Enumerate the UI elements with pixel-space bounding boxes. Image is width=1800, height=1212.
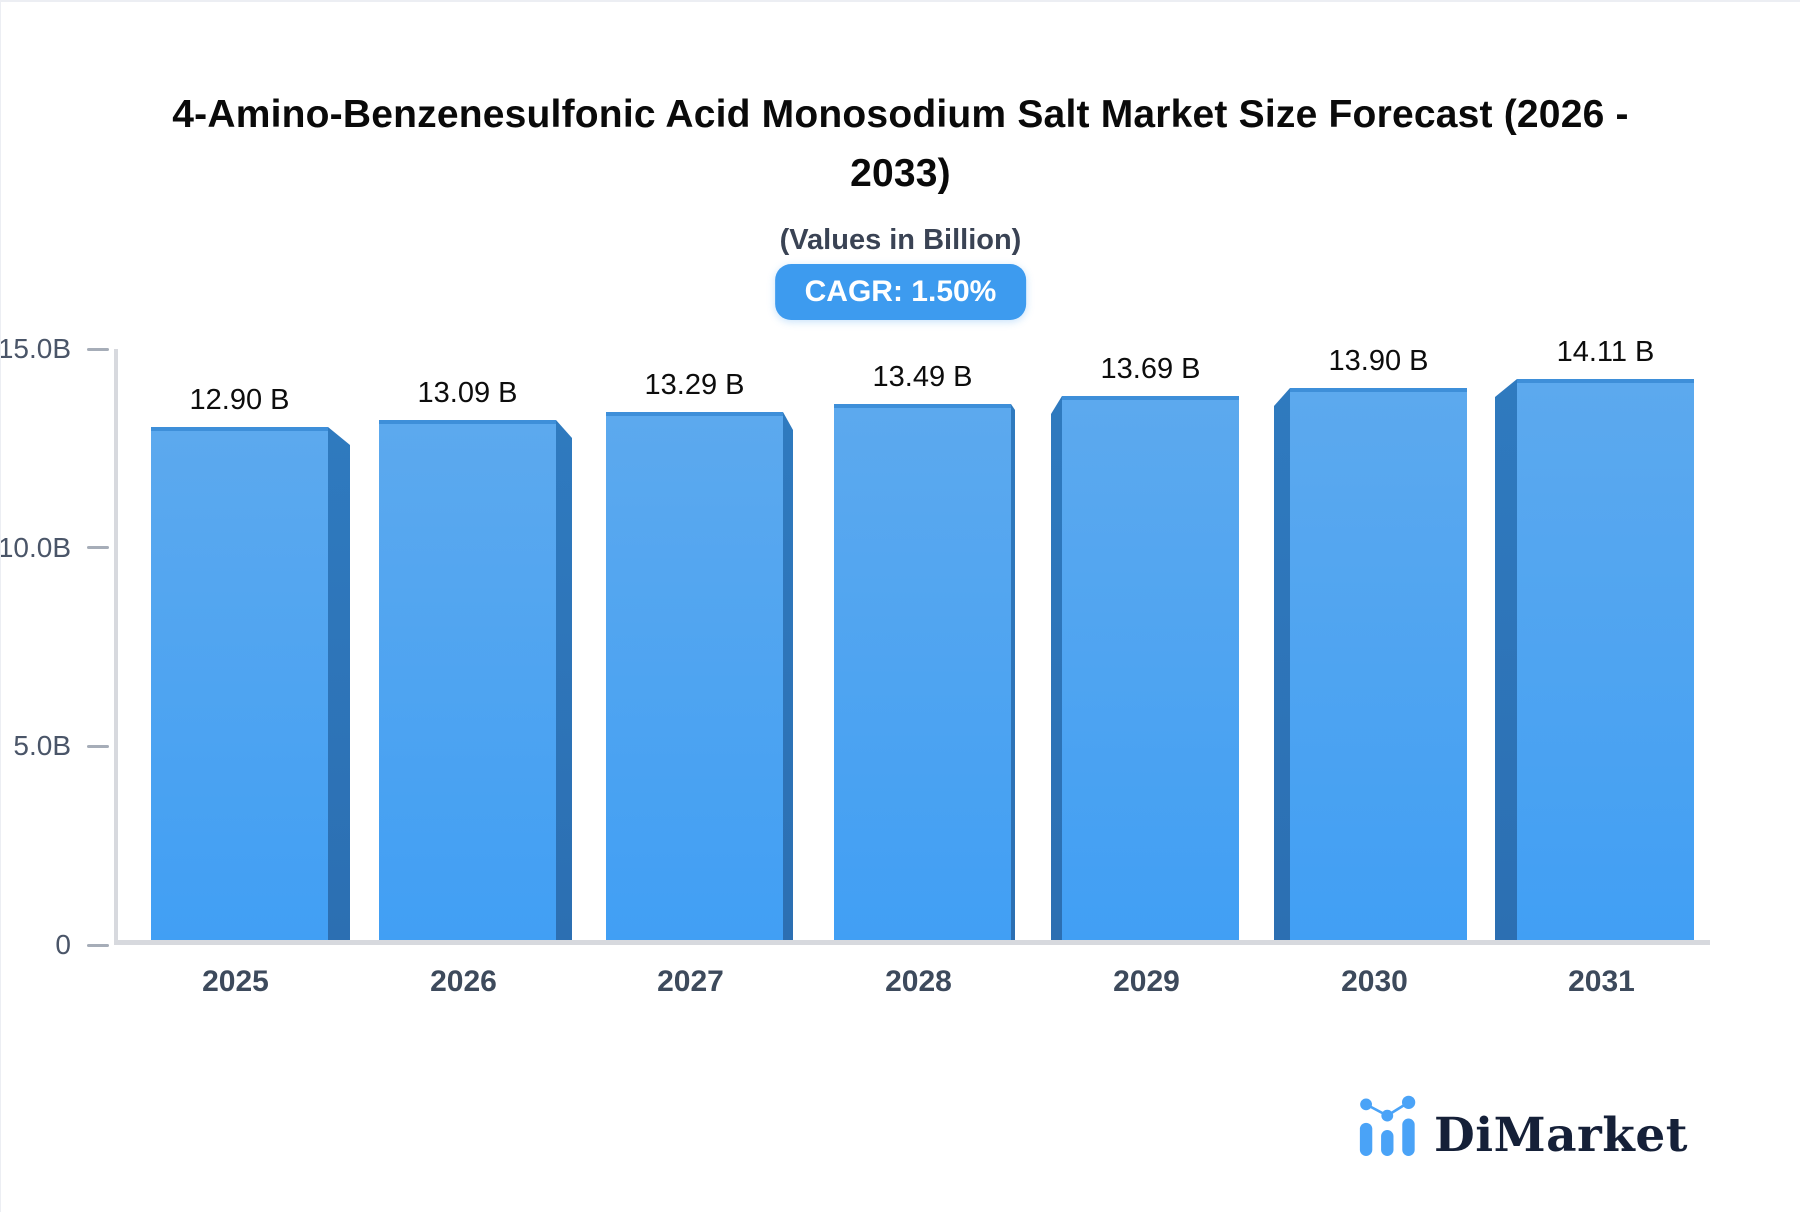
x-axis-label: 2030 xyxy=(1341,965,1408,998)
bar-2027[interactable]: 13.29 B xyxy=(606,369,793,940)
bar-2026[interactable]: 13.09 B xyxy=(379,377,572,940)
y-tick-label: 0 xyxy=(55,929,71,960)
bar-side-face xyxy=(1011,404,1015,940)
x-axis-label: 2029 xyxy=(1113,965,1180,998)
x-axis-label: 2026 xyxy=(430,965,497,998)
bar-side-face xyxy=(1051,396,1062,940)
bar-2028[interactable]: 13.49 B xyxy=(834,361,1015,940)
y-tick-mark xyxy=(87,943,109,947)
x-axis-label: 2027 xyxy=(657,965,724,998)
bar-value-label: 12.90 B xyxy=(189,384,290,416)
y-tick: 0 xyxy=(55,929,109,961)
y-tick-mark xyxy=(87,347,109,351)
bar-side-face xyxy=(556,420,572,940)
bar-value-label: 13.49 B xyxy=(872,361,973,393)
bar-2031[interactable]: 14.11 B xyxy=(1495,336,1694,940)
y-tick: 5.0B xyxy=(13,730,109,762)
x-axis: 2025 2026 2027 2028 2029 2030 2031 xyxy=(114,965,1710,1015)
bar-2030[interactable]: 13.90 B xyxy=(1274,345,1467,940)
page-title: 4-Amino-Benzenesulfonic Acid Monosodium … xyxy=(172,93,1629,195)
bar-2025[interactable]: 12.90 B xyxy=(151,384,350,940)
y-tick-label: 5.0B xyxy=(13,730,71,762)
brand-name: DiMarket xyxy=(1433,1108,1688,1163)
bar-2029[interactable]: 13.69 B xyxy=(1051,353,1239,940)
x-axis-label: 2025 xyxy=(202,965,269,998)
brand-logo: DiMarket xyxy=(1358,1094,1688,1161)
chart-subtitle: (Values in Billion) xyxy=(779,224,1022,256)
cagr-badge: CAGR: 1.50% xyxy=(774,264,1027,320)
y-tick-label: 10.0B xyxy=(0,531,71,563)
y-tick: 10.0B xyxy=(0,531,109,564)
x-axis-label: 2031 xyxy=(1568,965,1635,998)
y-tick-label: 15.0B xyxy=(0,333,71,364)
bar-line-chart-logo-icon xyxy=(1358,1094,1418,1161)
y-tick-mark xyxy=(87,744,109,748)
bar-side-face xyxy=(1495,379,1517,940)
x-axis-label: 2028 xyxy=(885,965,952,998)
y-tick-mark xyxy=(87,546,109,550)
y-tick: 15.0B xyxy=(0,333,109,365)
y-axis: 15.0B 10.0B 5.0B 0 xyxy=(0,333,114,960)
bar-side-face xyxy=(1274,388,1290,940)
bar-value-label: 14.11 B xyxy=(1556,336,1655,368)
bar-side-face xyxy=(328,427,350,940)
bar-value-label: 13.90 B xyxy=(1328,345,1429,377)
plot-area: 12.90 B 13.09 B 13.29 B 13.49 B 13.69 B 13.90… xyxy=(114,336,1710,945)
bar-value-label: 13.69 B xyxy=(1100,353,1201,385)
bar-value-label: 13.29 B xyxy=(644,369,745,401)
bar-value-label: 13.09 B xyxy=(417,377,518,409)
bar-side-face xyxy=(783,412,793,940)
